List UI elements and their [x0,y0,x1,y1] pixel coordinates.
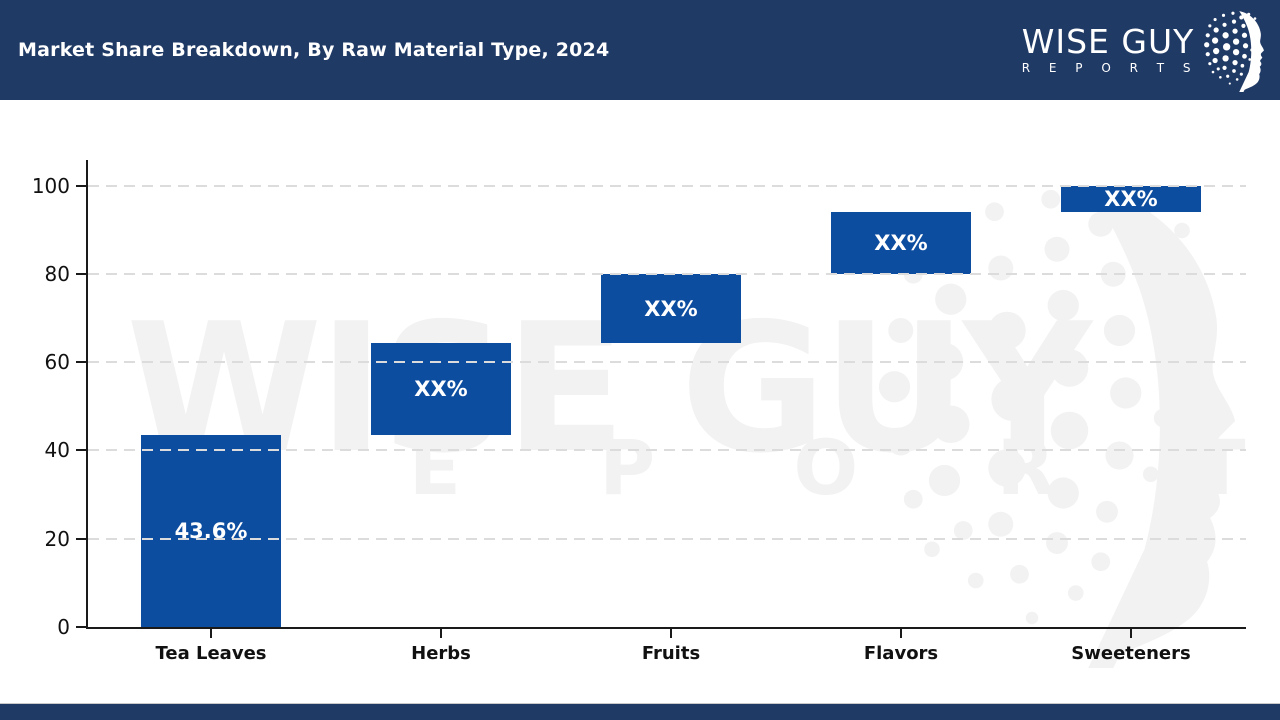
chart-canvas: WISE GUY R E P O R T S 02040608010043.6%… [0,100,1280,703]
x-axis-tick-1 [440,629,442,638]
footer-bar [0,703,1280,720]
x-axis-label-0: Tea Leaves [155,643,267,664]
wiseguy-face-logo-icon [1204,11,1264,92]
x-axis-tick-0 [210,629,212,638]
x-axis-label-1: Herbs [411,643,471,664]
y-axis-label-20: 20 [44,526,70,551]
y-axis-label-80: 80 [44,261,70,286]
bar-value-label: XX% [414,376,468,401]
watermark-subtext: R E P O R T S [212,423,1280,512]
y-axis-tick-0 [76,626,86,628]
y-axis-label-100: 100 [31,173,70,198]
gridline-y60 [88,361,1246,364]
y-axis-label-0: 0 [57,615,70,639]
waterfall-plot: 0 20 40 60 80 100 43.6% Tea Leaves XX% Herbs XX% Fr… [0,100,1280,703]
gridline-y20 [88,537,1246,540]
x-axis-tick-3 [900,629,902,638]
bar-value-label: XX% [1104,186,1158,211]
y-axis-tick-20 [76,537,86,540]
logo-brand-text: WISE GUY [1021,22,1195,61]
x-axis-label-4: Sweeteners [1071,643,1191,664]
bar-value-label: XX% [644,296,698,321]
x-axis-tick-4 [1130,629,1132,638]
y-axis-label-60: 60 [44,350,70,375]
bar-value-label: XX% [874,230,928,255]
chart-title: Market Share Breakdown, By Raw Material … [18,39,610,61]
gridline-y100 [88,184,1246,187]
y-axis-spine [86,160,88,629]
x-axis-label-2: Fruits [641,643,701,664]
bar-herbs: XX% [371,343,511,435]
y-axis-tick-40 [76,449,86,452]
logo-text-block: WISE GUY R E P O R T S [1022,25,1198,75]
gridline-y40 [88,449,1246,452]
y-axis-tick-60 [76,361,86,364]
bar-tea-leaves: 43.6% [141,434,281,627]
x-axis-spine [86,627,1246,629]
bar-fruits: XX% [601,274,741,344]
x-axis-label-3: Flavors [863,643,939,664]
wiseguy-logo: WISE GUY R E P O R T S [1022,8,1266,92]
gridline-y80 [88,272,1246,275]
logo-brand-subtext: R E P O R T S [1021,61,1198,75]
x-axis-tick-2 [670,629,672,638]
header-bar: Market Share Breakdown, By Raw Material … [0,0,1280,100]
y-axis-tick-100 [76,184,86,187]
bar-sweeteners: XX% [1061,185,1201,212]
y-axis-tick-80 [76,272,86,275]
y-axis-label-40: 40 [44,438,70,463]
bar-flavors: XX% [831,211,971,275]
